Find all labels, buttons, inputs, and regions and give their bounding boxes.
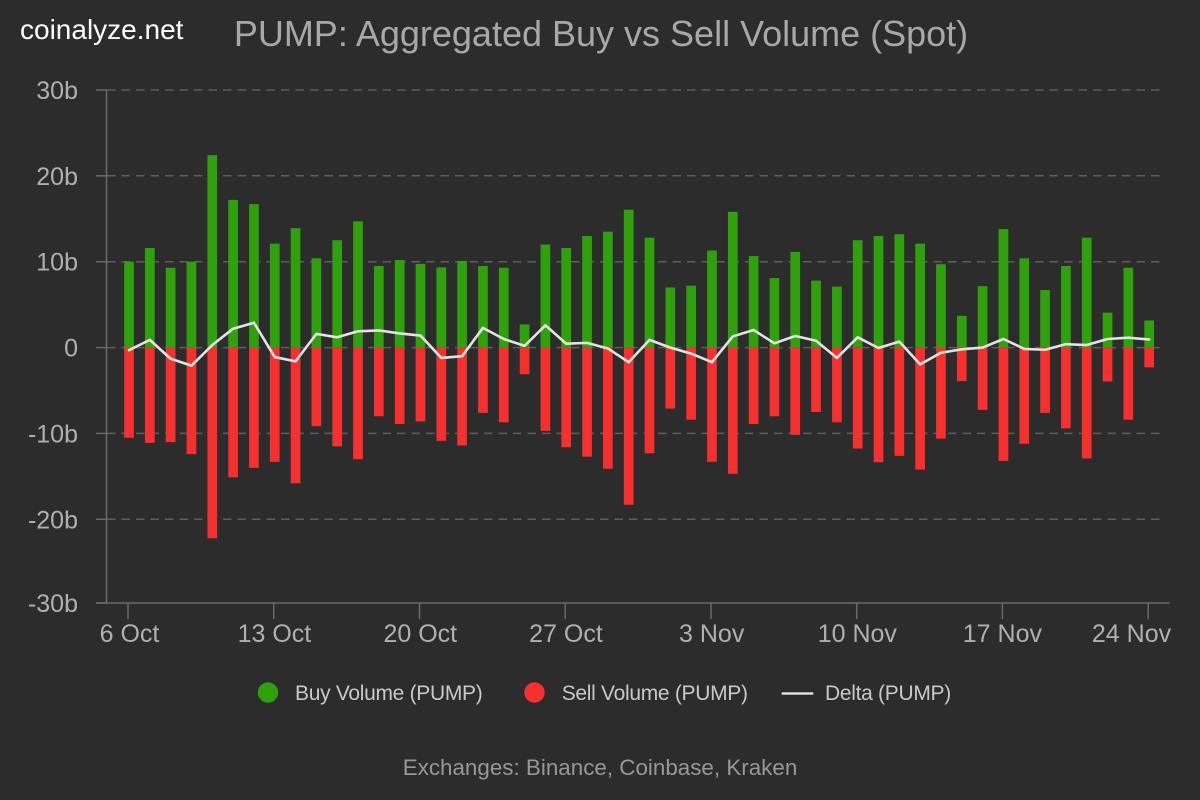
svg-text:24 Nov: 24 Nov [1092, 620, 1172, 648]
svg-text:27 Oct: 27 Oct [529, 620, 603, 648]
svg-text:10 Nov: 10 Nov [818, 620, 898, 648]
svg-text:30b: 30b [36, 77, 78, 105]
svg-text:17 Nov: 17 Nov [963, 620, 1043, 648]
svg-text:20 Oct: 20 Oct [383, 620, 457, 648]
svg-text:Buy Volume (PUMP): Buy Volume (PUMP) [295, 682, 482, 705]
svg-text:13 Oct: 13 Oct [238, 620, 312, 648]
svg-text:-30b: -30b [28, 590, 78, 618]
svg-text:10b: 10b [36, 249, 78, 277]
svg-text:Exchanges: Binance, Coinbase,: Exchanges: Binance, Coinbase, Kraken [403, 755, 798, 780]
svg-text:3 Nov: 3 Nov [679, 620, 745, 648]
svg-text:PUMP: Aggregated Buy vs Sell V: PUMP: Aggregated Buy vs Sell Volume (Spo… [234, 13, 968, 54]
svg-text:Delta (PUMP): Delta (PUMP) [825, 682, 951, 705]
svg-text:coinalyze.net: coinalyze.net [20, 14, 184, 45]
svg-text:-20b: -20b [28, 506, 78, 534]
svg-text:Sell Volume (PUMP): Sell Volume (PUMP) [562, 682, 748, 705]
svg-text:-10b: -10b [28, 420, 78, 448]
svg-text:6 Oct: 6 Oct [100, 620, 160, 648]
svg-text:0: 0 [64, 335, 78, 363]
svg-text:20b: 20b [36, 163, 78, 191]
